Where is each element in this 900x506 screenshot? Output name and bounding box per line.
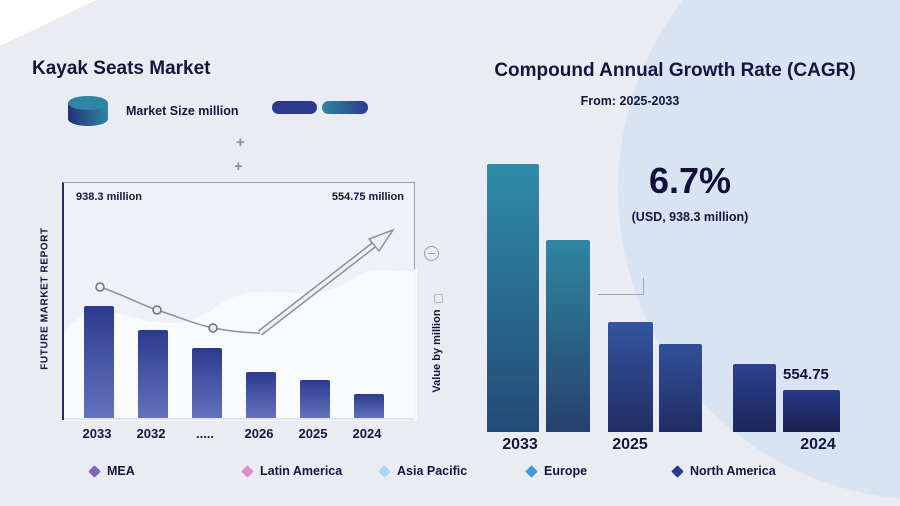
trend-line-and-arrow [95, 228, 395, 336]
cagr-x-label-2024: 2024 [800, 436, 836, 453]
legend-item-north-america: North America [671, 464, 776, 478]
legend-item-latin-america: Latin America [241, 464, 343, 478]
start-value-label: 938.3 million [76, 191, 143, 203]
cagr-value: 6.7% [648, 160, 732, 201]
trend-line [99, 286, 261, 334]
x-label-2032: 2032 [136, 426, 166, 441]
diamond-icon [88, 464, 101, 478]
x-label-2026: 2026 [244, 426, 274, 441]
x-label-2025: 2025 [298, 426, 328, 441]
future-market-report-label: FUTURE MARKET REPORT [39, 227, 51, 370]
legend-label: North America [690, 464, 776, 478]
market-size-legend-label: Market Size million [126, 104, 239, 118]
plus-icon: + [236, 134, 245, 151]
end-value-label: 554.75 million [331, 191, 404, 203]
diamond-icon [241, 464, 254, 478]
market-size-bars [84, 306, 384, 418]
corner-fold-decoration [0, 0, 96, 46]
value-callout-554: 554.75 [783, 366, 829, 383]
cagr-x-label-2033: 2033 [502, 436, 538, 453]
cagr-bar-2024-a [733, 364, 776, 432]
trend-marker [95, 282, 105, 292]
diamond-icon [378, 464, 391, 478]
arrow-head [367, 228, 395, 253]
bar-2033 [84, 306, 114, 418]
legend-label: MEA [107, 464, 135, 478]
page-title: Kayak Seats Market [32, 58, 211, 79]
bar-2025 [300, 380, 330, 418]
cagr-bar-2025-b [659, 344, 702, 432]
cagr-note: (USD, 938.3 million) [631, 210, 749, 224]
circle-minus-icon [424, 246, 439, 261]
market-size-chart-panel: 938.3 million 554.75 million [62, 182, 417, 421]
database-cylinder-icon [68, 96, 108, 126]
cagr-title: Compound Annual Growth Rate (CAGR) [494, 60, 856, 81]
value-by-million-label: Value by million [431, 309, 443, 393]
cagr-x-label-2025: 2025 [612, 436, 648, 453]
panel-value-labels: 938.3 million 554.75 million [76, 191, 404, 203]
decorative-bracket [598, 278, 644, 295]
legend-item-mea: MEA [88, 464, 135, 478]
x-label-2024: 2024 [352, 426, 382, 441]
cagr-bar-2025-a [608, 322, 653, 432]
cagr-bar-2033-b [546, 240, 590, 432]
legend-label: Europe [544, 464, 588, 478]
cagr-subtitle: From: 2025-2033 [580, 94, 680, 108]
cagr-bars [470, 160, 880, 432]
bar-ellipsis [192, 348, 222, 418]
legend-pill-navy [272, 101, 317, 114]
x-label-2033: 2033 [82, 426, 112, 441]
legend-item-asia-pacific: Asia Pacific [378, 464, 468, 478]
cagr-chart: 2033 2025 2024 554.75 [470, 160, 880, 453]
bar-2024 [354, 394, 384, 418]
cagr-bar-2033-a [487, 164, 539, 432]
cagr-bar-2024-b [783, 390, 840, 432]
trend-marker [208, 323, 218, 333]
plus-icon: + [234, 158, 243, 175]
diamond-icon [525, 464, 538, 478]
legend-pill-gradient [322, 101, 368, 114]
legend-label: Asia Pacific [397, 464, 468, 478]
legend-item-europe: Europe [525, 464, 588, 478]
x-label-ellipsis: ..... [195, 426, 215, 441]
legend-label: Latin America [260, 464, 343, 478]
diamond-icon [671, 464, 684, 478]
market-size-x-axis: 2033 2032 ..... 2026 2025 2024 [62, 426, 415, 441]
trend-marker [152, 305, 162, 315]
square-icon [434, 294, 443, 303]
bar-2032 [138, 330, 168, 418]
bar-2026 [246, 372, 276, 418]
arrow-shaft [258, 242, 377, 335]
